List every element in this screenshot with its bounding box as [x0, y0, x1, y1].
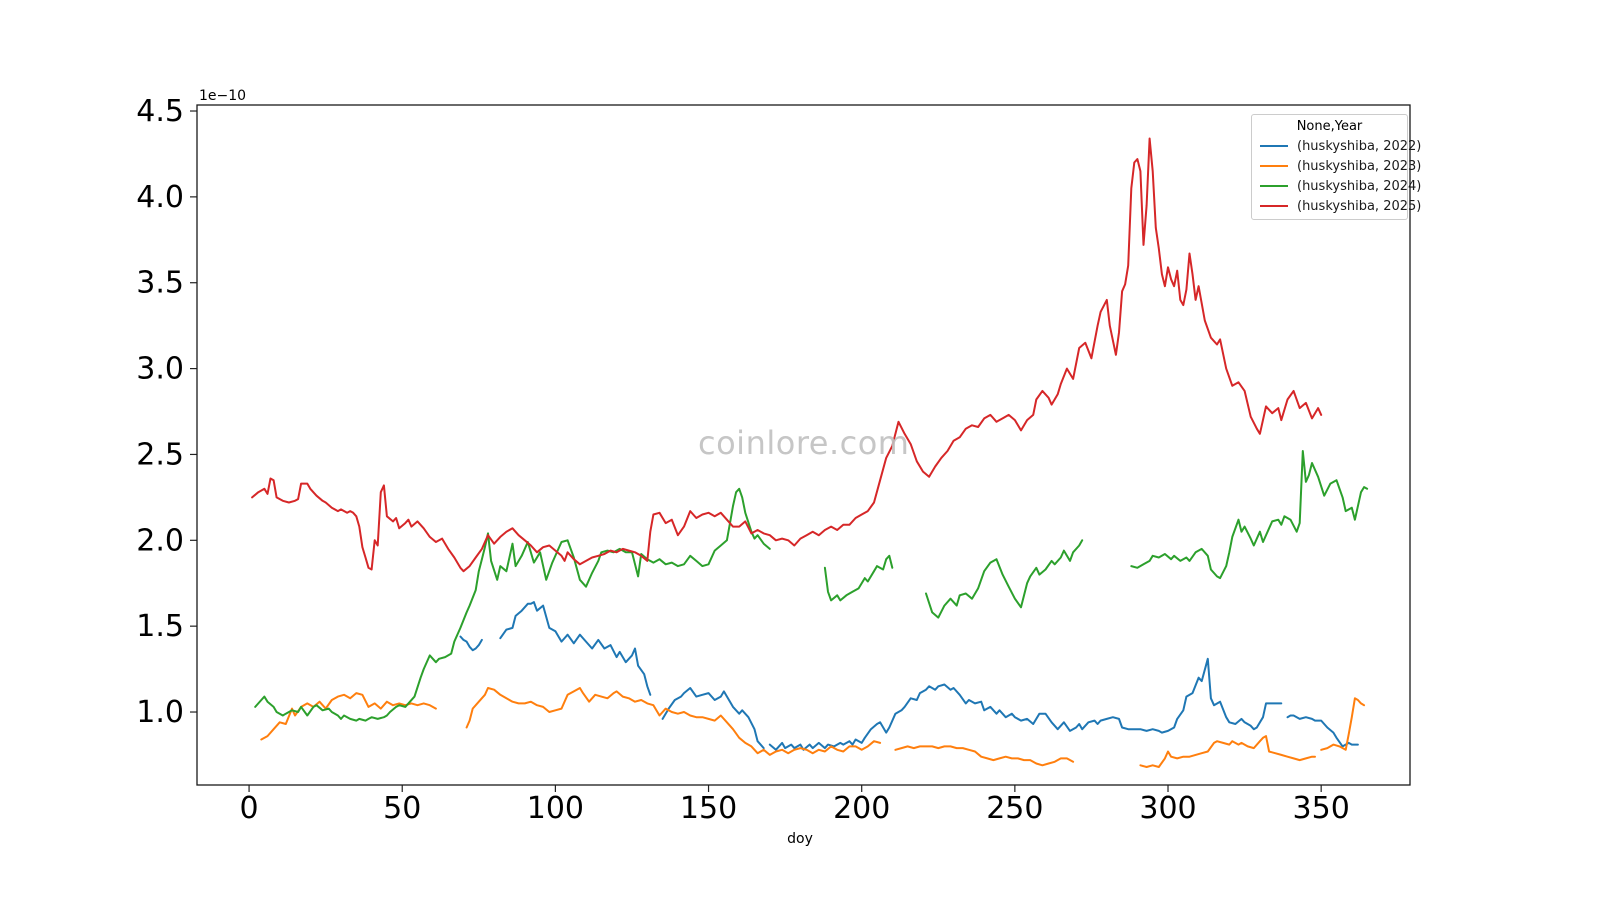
- watermark: coinlore.com: [698, 424, 910, 462]
- legend-title: None,Year: [1296, 119, 1363, 134]
- x-tick-label: 200: [833, 791, 890, 826]
- y-axis-offset-label: 1e−10: [199, 88, 247, 104]
- series-segment: [251, 137, 1323, 573]
- series-segment: [260, 692, 437, 741]
- series-segment: [925, 539, 1084, 619]
- legend-entry-2023: (huskyshiba, 2023): [1252, 156, 1421, 176]
- x-axis-label: doy: [787, 831, 813, 847]
- plot-border: [196, 104, 1411, 786]
- y-tick-label: 1.0: [136, 695, 184, 730]
- series-segment: [1320, 697, 1366, 751]
- series-segment: [1130, 450, 1369, 580]
- series-line-2023: [260, 687, 1366, 768]
- series-segment: [254, 487, 771, 722]
- legend: None,Year (huskyshiba, 2022) (huskyshiba…: [1251, 114, 1421, 220]
- legend-line-sample-2022: [1260, 145, 1288, 147]
- series-segment: [823, 554, 894, 602]
- series-segment: [894, 745, 1075, 767]
- legend-entry-2024: (huskyshiba, 2024): [1252, 176, 1421, 196]
- legend-label-2024: (huskyshiba, 2024): [1297, 178, 1422, 194]
- series-segment: [459, 635, 483, 652]
- y-tick-label: 3.0: [136, 352, 184, 387]
- axis-ticks: [190, 110, 1322, 792]
- legend-label-2022: (huskyshiba, 2022): [1297, 138, 1422, 154]
- axis-tick-labels: 0 50 100 150 200 250 300 350 1.0 1.5 2.0 2.5 3.0 3.5 4…: [136, 94, 1350, 826]
- y-tick-label: 2.0: [136, 523, 184, 558]
- legend-line-sample-2024: [1260, 185, 1288, 187]
- series-segment: [661, 687, 765, 750]
- legend-line-sample-2023: [1260, 165, 1288, 167]
- series-lines: [251, 137, 1369, 768]
- legend-label-2023: (huskyshiba, 2023): [1297, 158, 1422, 174]
- y-tick-label: 4.5: [136, 94, 184, 129]
- x-tick-label: 150: [680, 791, 737, 826]
- y-tick-label: 4.0: [136, 180, 184, 215]
- series-segment: [1139, 735, 1316, 768]
- x-tick-label: 50: [383, 791, 421, 826]
- series-segment: [465, 687, 882, 756]
- legend-entry-2022: (huskyshiba, 2022): [1252, 136, 1421, 156]
- y-tick-label: 2.5: [136, 437, 184, 472]
- x-tick-label: 300: [1139, 791, 1196, 826]
- y-tick-label: 3.5: [136, 266, 184, 301]
- series-line-2024: [254, 450, 1369, 722]
- x-tick-label: 100: [527, 791, 584, 826]
- y-tick-label: 1.5: [136, 609, 184, 644]
- series-line-2025: [251, 137, 1323, 573]
- legend-line-sample-2025: [1260, 205, 1288, 207]
- series-segment: [499, 601, 652, 696]
- legend-entry-2025: (huskyshiba, 2025): [1252, 196, 1421, 216]
- x-tick-label: 350: [1293, 791, 1350, 826]
- x-tick-label: 250: [986, 791, 1043, 826]
- legend-label-2025: (huskyshiba, 2025): [1297, 198, 1422, 214]
- series-line-2022: [459, 601, 1359, 751]
- series-segment: [768, 657, 1283, 751]
- x-tick-label: 0: [240, 791, 259, 826]
